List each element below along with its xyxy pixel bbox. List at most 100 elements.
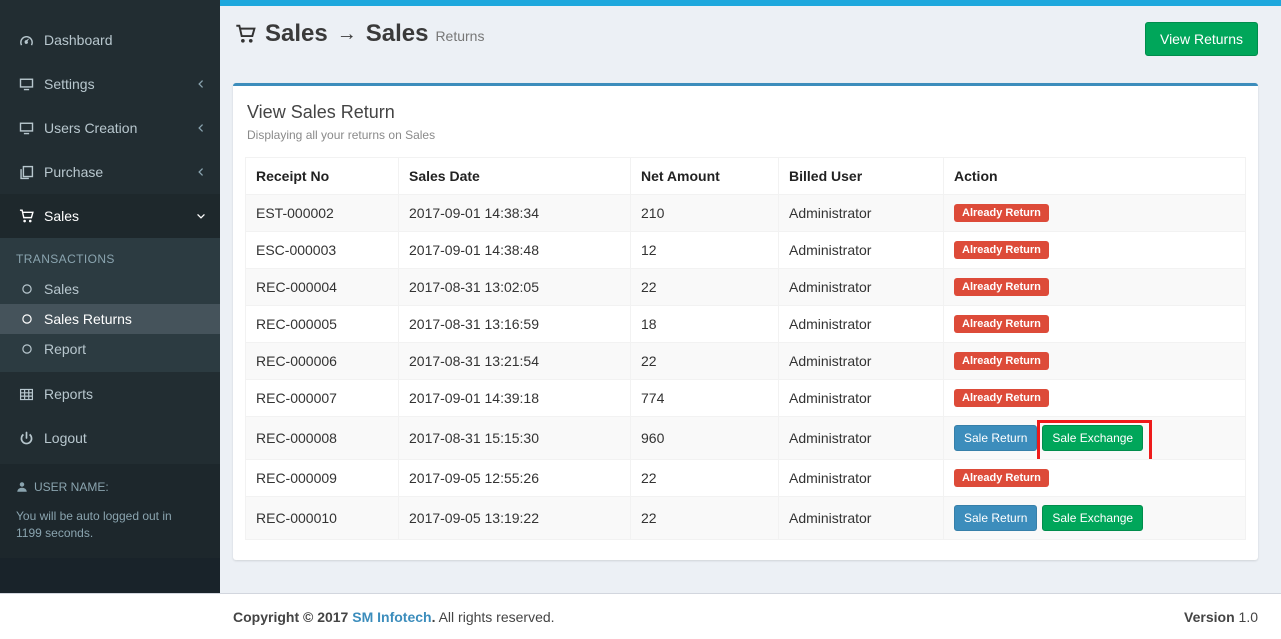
cell-billed-user: Administrator [778,268,944,306]
cell-billed-user: Administrator [778,305,944,343]
already-return-badge: Already Return [954,469,1049,488]
table-row: REC-000009 2017-09-05 12:55:26 22 Administr… [245,459,1246,497]
sidebar-item-label: Purchase [44,164,104,180]
sidebar-item-label: Dashboard [44,32,113,48]
rights-text: All rights reserved. [438,608,555,625]
sales-returns-table: Receipt No Sales Date Net Amount Billed Use… [245,157,1246,540]
cart-icon [16,209,36,224]
circle-o-icon [18,313,36,325]
table-row: REC-000008 2017-08-31 15:15:30 960 Administ… [245,416,1246,460]
sidebar-filler [0,557,220,593]
circle-o-icon [18,283,36,295]
cell-receipt-no: REC-000007 [245,379,399,417]
cell-action: Already Return [943,231,1246,269]
highlighted-action: Sale Exchange [1037,420,1153,459]
submenu-item-sales[interactable]: Sales [0,274,220,304]
cell-receipt-no: ESC-000003 [245,231,399,269]
breadcrumb-primary: Sales [265,20,328,47]
column-header-sales-date: Sales Date [398,157,631,195]
card-title: View Sales Return [247,102,395,122]
view-returns-button[interactable]: View Returns [1144,22,1258,56]
submenu-item-label: Sales [44,281,80,297]
submenu-item-report[interactable]: Report [0,334,220,364]
sidebar-item-dashboard[interactable]: Dashboard [0,18,220,62]
cell-billed-user: Administrator [778,459,944,497]
sidebar-item-label: Reports [44,386,94,402]
cell-billed-user: Administrator [778,194,944,232]
user-name-label: USER NAME: [34,480,109,494]
table-row: REC-000006 2017-08-31 13:21:54 22 Administr… [245,342,1246,380]
breadcrumb-sub: Returns [435,28,485,44]
cell-action: Already Return [943,305,1246,343]
power-icon [16,431,36,446]
table-row: EST-000002 2017-09-01 14:38:34 210 Administ… [245,194,1246,232]
cell-action: Already Return [943,194,1246,232]
cell-action: Already Return [943,459,1246,497]
sale-exchange-button[interactable]: Sale Exchange [1042,425,1144,451]
sidebar-item-reports[interactable]: Reports [0,372,220,416]
top-accent-bar [220,0,1281,6]
table-row: REC-000004 2017-08-31 13:02:05 22 Administr… [245,268,1246,306]
cell-action: Sale Return Sale Exchange [943,496,1246,540]
cell-net-amount: 22 [630,342,779,380]
user-name-line: USER NAME: [16,480,184,494]
sale-exchange-button[interactable]: Sale Exchange [1042,505,1144,531]
sidebar-item-label: Sales [44,208,80,224]
sidebar-item-logout[interactable]: Logout [0,416,220,460]
cell-sales-date: 2017-08-31 13:16:59 [398,305,631,343]
version-value: 1.0 [1238,608,1258,625]
cell-receipt-no: REC-000008 [245,416,399,460]
cell-sales-date: 2017-08-31 13:02:05 [398,268,631,306]
sidebar-item-purchase[interactable]: Purchase [0,150,220,194]
version-text: Version 1.0 [1184,609,1258,625]
cell-sales-date: 2017-08-31 15:15:30 [398,416,631,460]
dashboard-icon [16,33,36,48]
cell-net-amount: 210 [630,194,779,232]
sidebar-item-sales[interactable]: Sales [0,194,220,238]
cell-action: Already Return [943,268,1246,306]
sidebar-item-users-creation[interactable]: Users Creation [0,106,220,150]
copy-icon [16,165,36,180]
cell-receipt-no: REC-000010 [245,496,399,540]
version-label: Version [1184,608,1235,625]
already-return-badge: Already Return [954,278,1049,297]
cell-sales-date: 2017-08-31 13:21:54 [398,342,631,380]
cell-sales-date: 2017-09-05 13:19:22 [398,496,631,540]
already-return-badge: Already Return [954,241,1049,260]
chevron-down-icon [196,211,206,221]
company-link[interactable]: SM Infotech [352,608,432,625]
cell-sales-date: 2017-09-01 14:38:48 [398,231,631,269]
chevron-left-icon [196,79,206,89]
copyright-text: Copyright © 2017 SM Infotech. All rights… [233,609,555,625]
submenu-section-label: TRANSACTIONS [16,252,115,266]
sidebar: Dashboard Settings Users Creation [0,0,220,593]
cart-icon [235,24,256,45]
main-row: Dashboard Settings Users Creation [0,0,1281,593]
cell-receipt-no: REC-000009 [245,459,399,497]
cell-net-amount: 18 [630,305,779,343]
column-header-billed-user: Billed User [778,157,944,195]
table-row: ESC-000003 2017-09-01 14:38:48 12 Administr… [245,231,1246,269]
sales-submenu: TRANSACTIONS Sales Sales Returns [0,238,220,372]
cell-billed-user: Administrator [778,342,944,380]
cell-net-amount: 22 [630,459,779,497]
circle-o-icon [18,343,36,355]
sidebar-item-settings[interactable]: Settings [0,62,220,106]
sale-return-button[interactable]: Sale Return [954,505,1038,531]
sidebar-item-label: Logout [44,430,87,446]
column-header-action: Action [943,157,1246,195]
cell-action: Already Return [943,379,1246,417]
returns-table-body: EST-000002 2017-09-01 14:38:34 210 Administ… [245,194,1246,540]
main-content: Sales → Sales Returns View Returns View … [220,0,1281,593]
cell-net-amount: 960 [630,416,779,460]
column-header-net-amount: Net Amount [630,157,779,195]
already-return-badge: Already Return [954,315,1049,334]
column-header-receipt-no: Receipt No [245,157,399,195]
cell-action: Already Return [943,342,1246,380]
table-row: REC-000007 2017-09-01 14:39:18 774 Administ… [245,379,1246,417]
cell-sales-date: 2017-09-01 14:39:18 [398,379,631,417]
submenu-item-sales-returns[interactable]: Sales Returns [0,304,220,334]
cell-receipt-no: REC-000004 [245,268,399,306]
content-header: Sales → Sales Returns View Returns [220,6,1281,56]
sale-return-button[interactable]: Sale Return [954,425,1038,451]
